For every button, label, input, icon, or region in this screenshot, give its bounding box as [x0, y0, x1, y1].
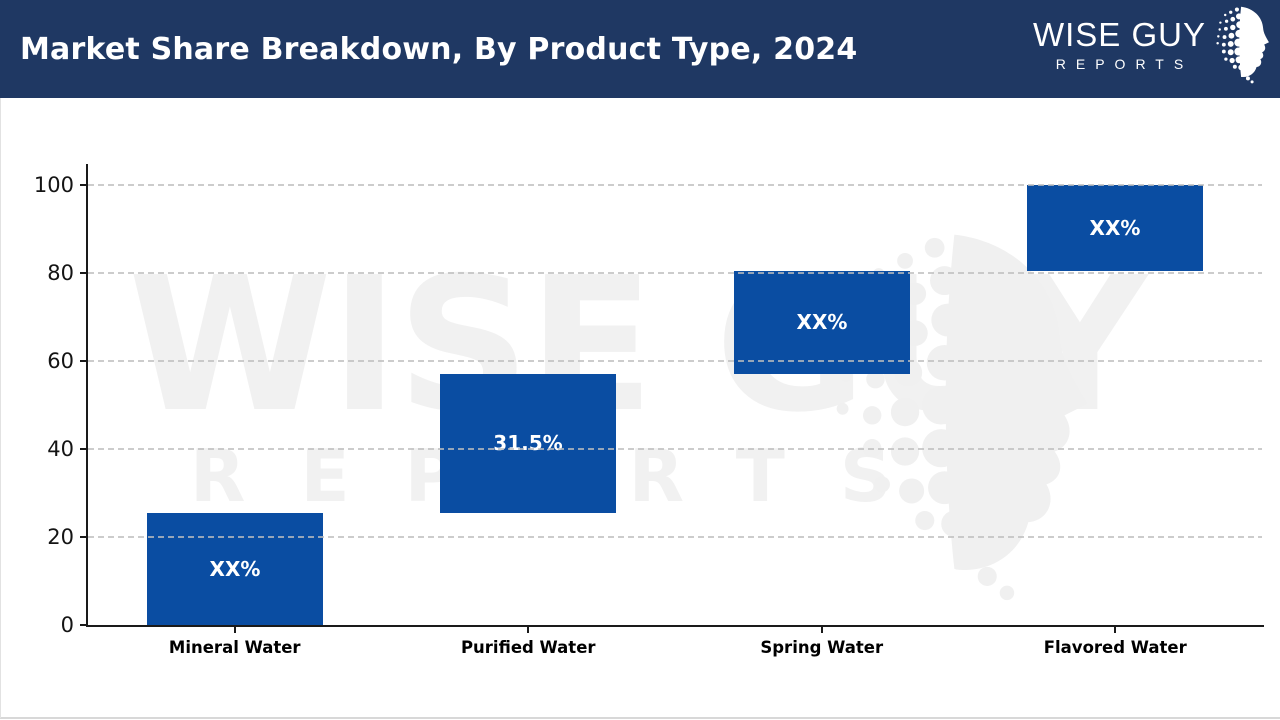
- brand-subtitle: REPORTS: [1055, 56, 1194, 72]
- brand-head-icon: [1208, 4, 1270, 86]
- y-tick-60: [80, 360, 88, 362]
- bar-purified-water: 31.5%: [440, 374, 616, 513]
- bar-mineral-water: XX%: [147, 512, 323, 625]
- x-category-label-mineral-water: Mineral Water: [168, 638, 301, 657]
- x-tick-flavored-water: [1114, 627, 1117, 633]
- y-tick-0: [80, 624, 88, 626]
- y-tick-label-0: 0: [60, 613, 74, 637]
- x-axis-line: [86, 625, 1264, 627]
- bar-flavored-water: XX%: [1027, 185, 1203, 271]
- figure-bottom-border: [0, 717, 1280, 719]
- figure-left-border: [0, 98, 1, 718]
- y-tick-20: [80, 536, 88, 538]
- y-tick-label-80: 80: [47, 261, 74, 285]
- y-tick-label-100: 100: [33, 173, 74, 197]
- x-tick-spring-water: [820, 627, 823, 633]
- bar-value-label: XX%: [796, 310, 848, 335]
- y-axis-line: [86, 164, 88, 627]
- gridline-100: [88, 184, 1262, 186]
- chart-area: WISE GUY REPORTS 020406080100XX%Mineral …: [0, 98, 1280, 720]
- y-tick-40: [80, 448, 88, 450]
- x-category-label-purified-water: Purified Water: [460, 638, 596, 657]
- bar-value-label: XX%: [1089, 215, 1141, 240]
- x-tick-purified-water: [527, 627, 530, 633]
- gridline-40: [88, 448, 1262, 450]
- bar-value-label: 31.5%: [493, 431, 563, 456]
- gridline-20: [88, 536, 1262, 538]
- y-tick-label-20: 20: [47, 525, 74, 549]
- gridline-60: [88, 360, 1262, 362]
- x-category-label-flavored-water: Flavored Water: [1043, 638, 1187, 657]
- y-tick-80: [80, 272, 88, 274]
- y-tick-label-40: 40: [47, 437, 74, 461]
- bar-value-label: XX%: [209, 556, 261, 581]
- brand-name: WISE GUY: [1032, 16, 1206, 53]
- y-tick-100: [80, 184, 88, 186]
- y-tick-label-60: 60: [47, 349, 74, 373]
- x-category-label-spring-water: Spring Water: [760, 638, 884, 657]
- header-bar: Market Share Breakdown, By Product Type,…: [0, 0, 1280, 98]
- brand-logo: WISE GUY REPORTS: [1033, 4, 1270, 86]
- x-tick-mineral-water: [233, 627, 236, 633]
- page-title: Market Share Breakdown, By Product Type,…: [20, 31, 858, 67]
- gridline-80: [88, 272, 1262, 274]
- bar-spring-water: XX%: [734, 270, 910, 375]
- brand-text: WISE GUY REPORTS: [1033, 17, 1206, 73]
